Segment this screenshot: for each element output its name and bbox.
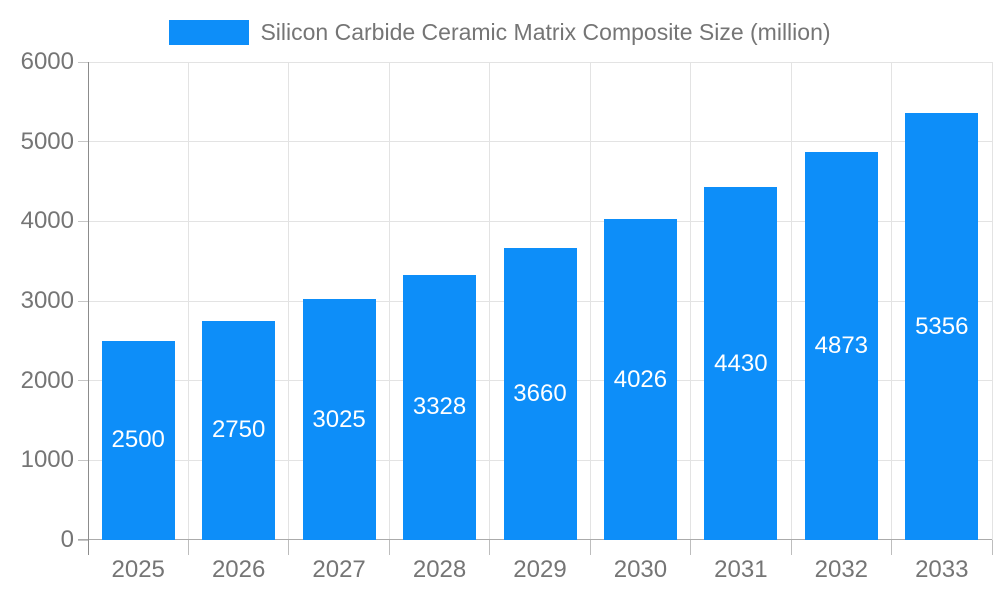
y-axis-tick-label: 1000 bbox=[20, 446, 74, 474]
gridline-vertical bbox=[891, 62, 893, 540]
x-axis-category-label: 2031 bbox=[714, 556, 768, 583]
bar-2027[interactable] bbox=[302, 299, 376, 540]
x-axis-tick bbox=[288, 540, 290, 555]
y-axis-line bbox=[88, 62, 89, 555]
x-axis-tick bbox=[891, 540, 893, 555]
legend-swatch bbox=[169, 19, 250, 45]
plot-area: 2500 2750 3025 3328 3660 4026 4430 4873 5356 bbox=[78, 61, 993, 555]
gridline-vertical bbox=[187, 62, 189, 540]
y-axis-tick-label: 5000 bbox=[20, 127, 74, 155]
gridline-vertical bbox=[288, 62, 290, 540]
x-axis-category-label: 2027 bbox=[312, 556, 366, 583]
y-axis-tick-label: 3000 bbox=[20, 287, 74, 314]
bar-2025[interactable] bbox=[101, 340, 175, 540]
y-axis-tick bbox=[78, 61, 88, 63]
x-axis-tick bbox=[187, 540, 189, 555]
y-axis-tick-label: 4000 bbox=[20, 207, 74, 235]
x-axis-tick bbox=[489, 540, 491, 555]
gridline-vertical bbox=[991, 62, 993, 540]
x-axis-category-label: 2026 bbox=[211, 556, 266, 583]
y-axis-tick bbox=[78, 220, 88, 222]
y-axis-tick bbox=[78, 300, 88, 302]
bar-2033[interactable] bbox=[905, 113, 979, 540]
bar-2030[interactable] bbox=[603, 219, 677, 540]
x-axis-tick bbox=[589, 540, 591, 555]
gridline-vertical bbox=[589, 62, 591, 540]
gridline-horizontal bbox=[88, 61, 992, 63]
legend[interactable]: Silicon Carbide Ceramic Matrix Composite… bbox=[0, 17, 1000, 47]
gridline-vertical bbox=[489, 62, 491, 540]
y-axis-tick bbox=[78, 459, 88, 461]
bar-2029[interactable] bbox=[503, 248, 577, 540]
x-axis-tick bbox=[790, 540, 792, 555]
y-axis-tick bbox=[78, 141, 88, 143]
x-axis-category-label: 2028 bbox=[412, 556, 467, 583]
x-axis-tick bbox=[388, 540, 390, 555]
x-axis-category-label: 2025 bbox=[111, 556, 165, 583]
bar-2026[interactable] bbox=[202, 320, 276, 540]
x-axis-category-label: 2033 bbox=[915, 556, 969, 583]
bar-2032[interactable] bbox=[804, 151, 878, 540]
x-axis-category-label: 2029 bbox=[513, 556, 567, 583]
gridline-vertical bbox=[388, 62, 390, 540]
y-axis-tick-label: 0 bbox=[60, 526, 74, 553]
legend-series-label: Silicon Carbide Ceramic Matrix Composite… bbox=[260, 18, 831, 45]
y-axis-tick bbox=[78, 539, 88, 541]
gridline-horizontal bbox=[88, 220, 992, 222]
bar-2028[interactable] bbox=[403, 274, 477, 540]
x-axis-tick bbox=[690, 540, 692, 555]
y-axis-tick-label: 6000 bbox=[20, 48, 74, 75]
gridline-vertical bbox=[690, 62, 692, 540]
x-axis-category-label: 2032 bbox=[814, 556, 869, 583]
x-axis-tick bbox=[991, 540, 993, 555]
y-axis-tick-label: 2000 bbox=[20, 366, 74, 394]
y-axis-tick bbox=[78, 380, 88, 382]
bar-2031[interactable] bbox=[704, 187, 778, 540]
gridline-vertical bbox=[790, 62, 792, 540]
x-axis-category-label: 2030 bbox=[613, 556, 668, 583]
gridline-horizontal bbox=[88, 141, 992, 143]
